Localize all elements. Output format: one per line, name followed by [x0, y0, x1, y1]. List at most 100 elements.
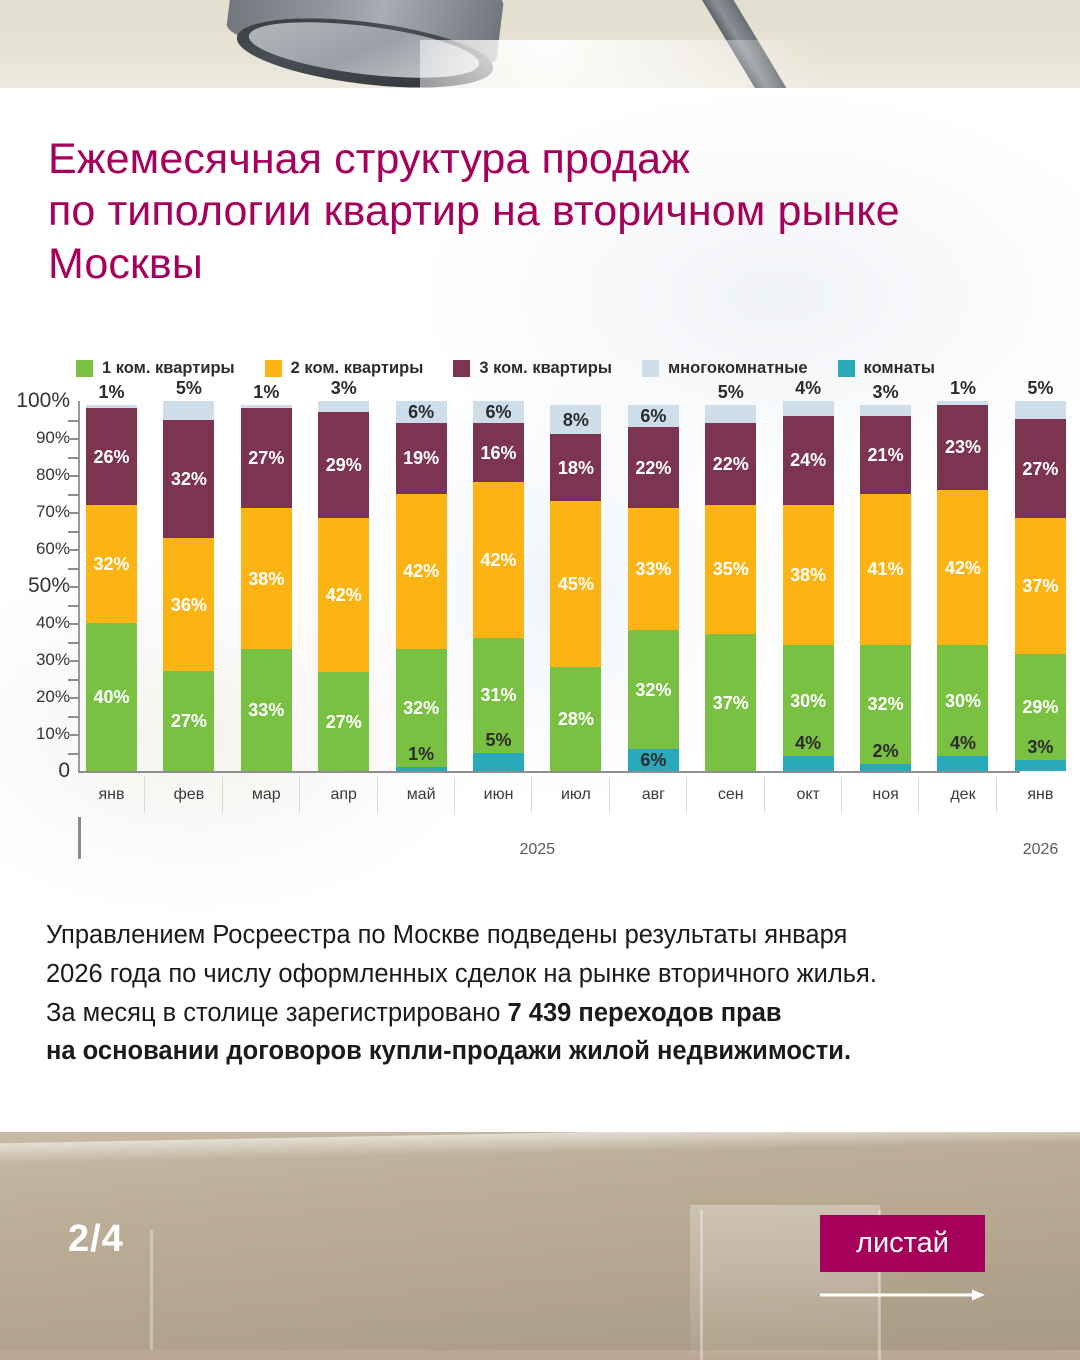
x-axis-labels: янв фев мар апр май июн июл авг сен окт ноя дек янв — [0, 773, 1080, 817]
bar-segment-value: 30% — [944, 690, 981, 711]
bar-segment[interactable]: 23% — [937, 404, 989, 490]
bar-segment[interactable]: 42% — [318, 518, 370, 673]
bar-segment-value: 45% — [557, 574, 594, 595]
bar-segment-value: 32% — [867, 694, 904, 715]
swipe-button[interactable]: листай — [820, 1215, 985, 1272]
bar-segment[interactable]: 38% — [782, 504, 834, 646]
bar-segment[interactable]: 22% — [627, 426, 679, 509]
bar-segment[interactable]: 42% — [473, 482, 525, 638]
bar-segment[interactable]: 6% — [473, 401, 525, 424]
bar-segment[interactable]: 3% — [1014, 738, 1066, 771]
page-title-line-3: Москвы — [48, 239, 203, 288]
bar-segment[interactable]: 32% — [163, 419, 215, 538]
bar-segment[interactable]: 35% — [705, 504, 757, 635]
legend-item[interactable]: 1 ком. квартиры — [76, 359, 235, 378]
y-axis-tick-mark — [68, 752, 79, 755]
y-axis-tick-mark — [68, 623, 79, 625]
bar-segment[interactable]: 27% — [163, 671, 215, 771]
bar-segment[interactable]: 4% — [782, 379, 834, 416]
bar-column[interactable]: 3% 29% 42% 27% — [318, 379, 370, 771]
bar-column[interactable]: 1% 27% 38% 33% — [240, 383, 292, 771]
x-axis-separator — [221, 777, 223, 813]
bar-segment[interactable]: 4% — [782, 734, 834, 771]
bar-segment[interactable]: 16% — [473, 423, 525, 483]
y-axis-tick-mark — [68, 530, 79, 533]
bar-segment[interactable]: 5% — [163, 379, 215, 420]
bar-segment[interactable]: 18% — [550, 434, 602, 501]
bar-segment-value: 1% — [98, 381, 125, 402]
bar-segment[interactable]: 29% — [318, 411, 370, 519]
bar-column[interactable]: 5% 27% 37% 29% 3% — [1014, 379, 1066, 771]
bar-segment[interactable]: 19% — [395, 423, 447, 494]
bar-segment[interactable]: 28% — [550, 667, 602, 771]
bar-segment-value: 42% — [325, 585, 362, 606]
bar-segment-value: 22% — [635, 457, 672, 478]
bar-segment[interactable]: 26% — [86, 408, 137, 505]
bar-segment[interactable]: 21% — [860, 415, 912, 494]
bar-segment[interactable]: 38% — [240, 508, 292, 649]
page-title: Ежемесячная структура продаж по типологи… — [48, 133, 1008, 290]
bar-segment[interactable]: 4% — [937, 734, 989, 771]
bar-segment[interactable]: 22% — [705, 423, 757, 505]
y-axis-tick-mark — [68, 734, 79, 736]
bar-segment-value: 29% — [1022, 696, 1059, 717]
bar-segment[interactable]: 24% — [782, 415, 834, 505]
bar-segment[interactable]: 42% — [937, 489, 989, 646]
bar-segment[interactable]: 27% — [318, 672, 370, 771]
bar-segment[interactable]: 27% — [1014, 419, 1066, 519]
legend-item[interactable]: 2 ком. квартиры — [264, 359, 423, 378]
bar-column[interactable]: 6% 22% 33% 32% 6% — [627, 401, 679, 771]
legend-swatch-icon — [264, 359, 282, 377]
bar-segment[interactable]: 8% — [550, 404, 602, 435]
bar-segment[interactable]: 6% — [395, 401, 447, 424]
bar-segment[interactable]: 1% — [395, 745, 447, 771]
y-axis: 0 10% 20% 30% 40% 50% 60% 70% 80% 90% 100% — [0, 389, 78, 782]
y-axis-tick-mark — [68, 697, 79, 699]
legend-item[interactable]: многокомнатные — [641, 358, 808, 378]
bar-segment[interactable]: 37% — [705, 634, 757, 771]
bar-segment[interactable]: 3% — [860, 383, 912, 416]
bar-segment[interactable]: 45% — [550, 500, 602, 668]
legend-item[interactable]: 3 ком. квартиры — [453, 359, 612, 378]
bar-segment[interactable]: 5% — [473, 731, 525, 771]
bar-segment[interactable]: 32% — [86, 504, 137, 623]
bar-segment[interactable]: 27% — [240, 408, 292, 509]
bar-segment[interactable]: 37% — [1014, 518, 1066, 654]
bar-segment-value: 37% — [1022, 575, 1059, 596]
bar-segment[interactable]: 33% — [240, 648, 292, 771]
bar-column[interactable]: 5% 22% 35% 37% — [705, 383, 757, 771]
bar-segment-value: 6% — [408, 402, 435, 423]
bar-segment[interactable]: 5% — [1014, 379, 1066, 420]
bar-segment[interactable]: 5% — [705, 383, 757, 424]
bar-segment-value: 2% — [872, 740, 899, 761]
bar-segment[interactable]: 40% — [86, 623, 137, 771]
y-axis-tick-mark — [68, 567, 79, 570]
bar-segment[interactable]: 2% — [860, 742, 912, 771]
arrow-right-icon — [820, 1288, 985, 1302]
bar-column[interactable]: 3% 21% 41% 32% 2% — [860, 383, 912, 771]
bar-segment[interactable]: 41% — [860, 493, 912, 646]
bar-segment-value: 32% — [635, 679, 672, 700]
bar-column[interactable]: 8% 18% 45% 28% — [550, 401, 602, 771]
bar-segment[interactable]: 6% — [627, 404, 679, 427]
x-axis-separator — [454, 777, 456, 813]
bar-segment-value: 33% — [248, 699, 285, 720]
legend-label: многокомнатные — [667, 358, 808, 377]
y-axis-tick-mark — [68, 641, 79, 644]
bar-column[interactable]: 5% 32% 36% 27% — [163, 379, 215, 771]
legend-swatch-icon — [837, 359, 855, 377]
bar-column[interactable]: 6% 16% 42% 31% 5% — [473, 401, 525, 771]
bar-segment[interactable]: 3% — [318, 379, 370, 412]
bar-segment[interactable]: 36% — [163, 537, 215, 672]
bar-column[interactable]: 6% 19% 42% 32% 1% — [395, 401, 447, 771]
bar-segment[interactable]: 6% — [627, 748, 679, 771]
bar-column[interactable]: 4% 24% 38% 30% 4% — [782, 379, 834, 771]
bar-column[interactable]: 1% 23% 42% 30% 4% — [937, 379, 989, 771]
bar-segment[interactable]: 33% — [627, 508, 679, 631]
bar-column[interactable]: 1% 26% 32% 40% — [86, 383, 137, 771]
bar-segment[interactable]: 32% — [627, 630, 679, 749]
legend-item[interactable]: комнаты — [837, 359, 935, 378]
bar-segment-value: 23% — [944, 437, 981, 458]
y-axis-tick-mark — [68, 660, 79, 662]
bar-segment[interactable]: 42% — [395, 493, 447, 649]
